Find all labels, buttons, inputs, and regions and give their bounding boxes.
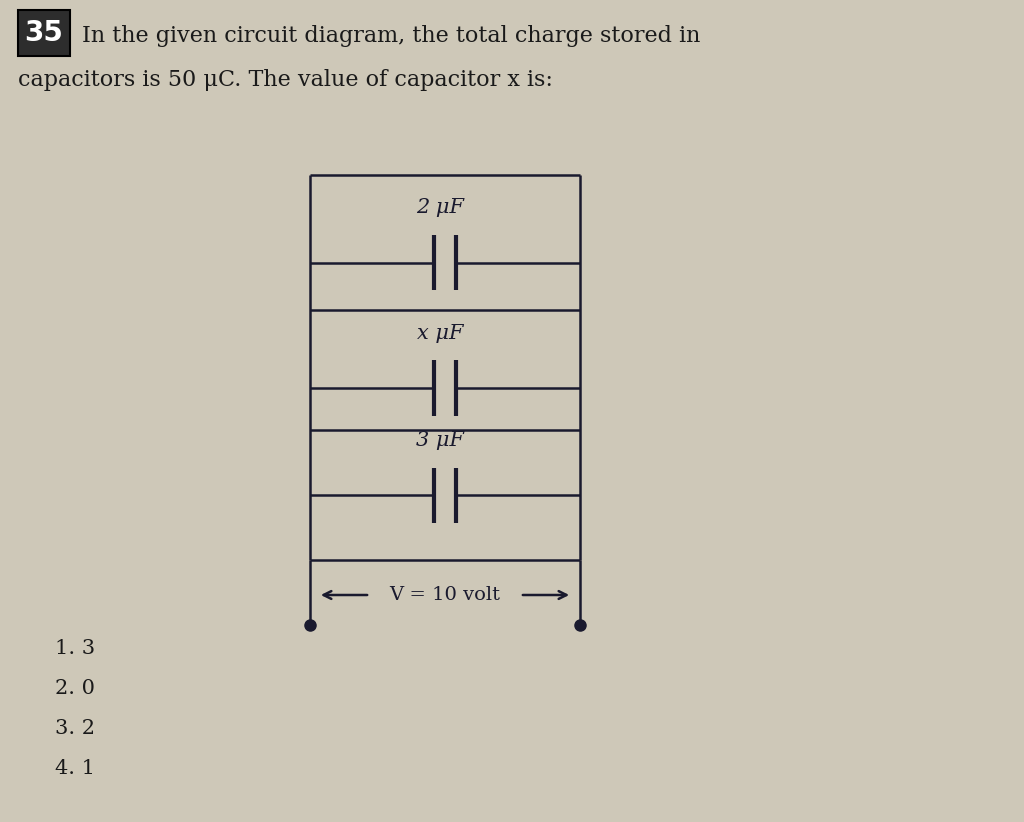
- Text: 3 μF: 3 μF: [416, 431, 464, 450]
- Text: 1. 3: 1. 3: [55, 639, 95, 658]
- Text: 35: 35: [25, 19, 63, 47]
- Text: V = 10 volt: V = 10 volt: [389, 586, 501, 604]
- Text: 2 μF: 2 μF: [416, 198, 464, 217]
- Text: 3. 2: 3. 2: [55, 718, 95, 737]
- Text: capacitors is 50 μC. The value of capacitor x is:: capacitors is 50 μC. The value of capaci…: [18, 69, 553, 91]
- Bar: [18, 10, 70, 56]
- Text: x μF: x μF: [417, 324, 463, 343]
- Text: 2. 0: 2. 0: [55, 678, 95, 698]
- Text: In the given circuit diagram, the total charge stored in: In the given circuit diagram, the total …: [82, 25, 700, 47]
- Text: 4. 1: 4. 1: [55, 759, 95, 778]
